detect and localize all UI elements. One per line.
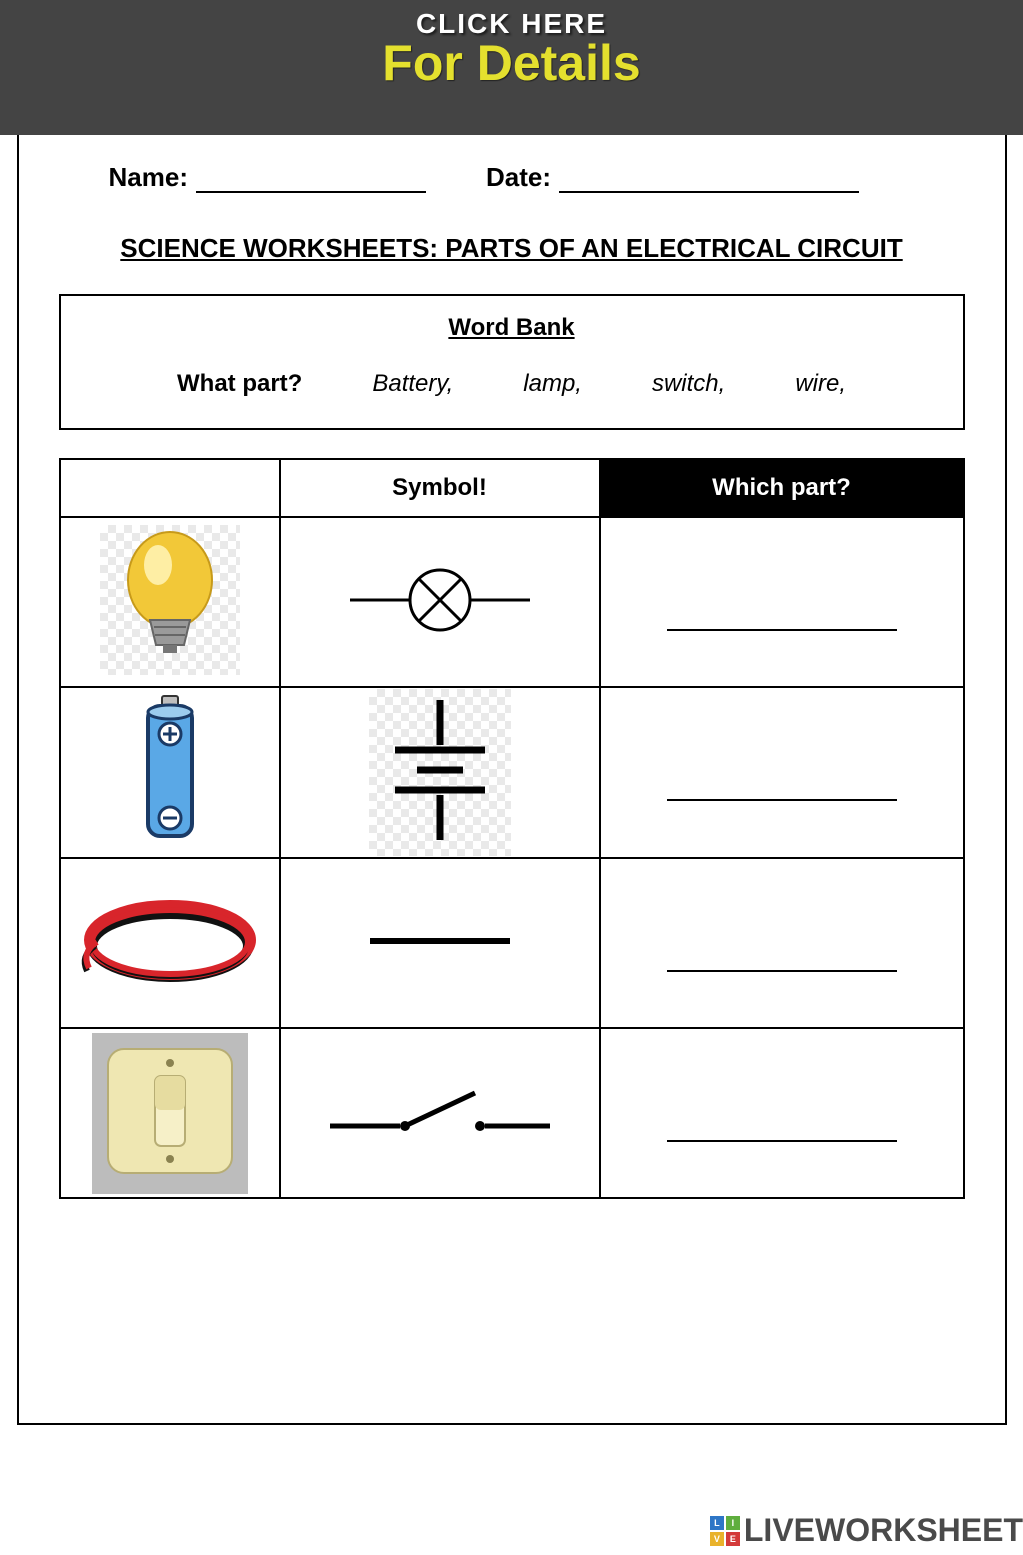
table-header-image [60, 459, 280, 517]
parts-table: Symbol! Which part? [59, 458, 965, 1199]
table-row [60, 517, 964, 687]
brand-squares-icon: L I V E [710, 1516, 740, 1546]
word-bank-word: wire, [795, 370, 846, 398]
answer-blank[interactable] [667, 629, 897, 631]
switch-symbol-icon [320, 1071, 560, 1151]
word-bank-word: Battery, [372, 370, 453, 398]
promo-banner[interactable]: CLICK HERE For Details [0, 0, 1023, 135]
banner-line2: For Details [0, 34, 1023, 92]
answer-blank[interactable] [667, 1140, 897, 1142]
word-bank-prompt: What part? [177, 370, 302, 398]
date-label: Date: [486, 162, 551, 193]
word-bank-word: lamp, [523, 370, 582, 398]
word-bank-title: Word Bank [81, 314, 943, 342]
word-bank: Word Bank What part? Battery, lamp, swit… [59, 294, 965, 430]
wire-symbol-icon [350, 921, 530, 961]
answer-blank[interactable] [667, 970, 897, 972]
wire-picture [75, 886, 265, 1001]
liveworksheets-brand: L I V E LIVEWORKSHEET [710, 1512, 1023, 1549]
bulb-picture [100, 525, 240, 675]
name-label: Name: [109, 162, 188, 193]
word-bank-word: switch, [652, 370, 725, 398]
worksheet-page: Name: Date: SCIENCE WORKSHEETS: PARTS OF… [17, 40, 1007, 1425]
table-row [60, 687, 964, 858]
switch-picture [92, 1033, 248, 1194]
table-row [60, 1028, 964, 1198]
brand-text: LIVEWORKSHEET [744, 1512, 1023, 1549]
lamp-symbol-icon [340, 550, 540, 650]
name-date-row: Name: Date: [59, 162, 965, 193]
word-bank-row: What part? Battery, lamp, switch, wire, [81, 370, 943, 398]
battery-picture [120, 690, 220, 855]
date-blank[interactable] [559, 169, 859, 193]
worksheet-title: SCIENCE WORKSHEETS: PARTS OF AN ELECTRIC… [59, 233, 965, 264]
battery-symbol-icon [369, 689, 511, 856]
name-blank[interactable] [196, 169, 426, 193]
table-header-symbol: Symbol! [280, 459, 600, 517]
answer-blank[interactable] [667, 799, 897, 801]
table-row [60, 858, 964, 1028]
table-header-whichpart: Which part? [600, 459, 964, 517]
